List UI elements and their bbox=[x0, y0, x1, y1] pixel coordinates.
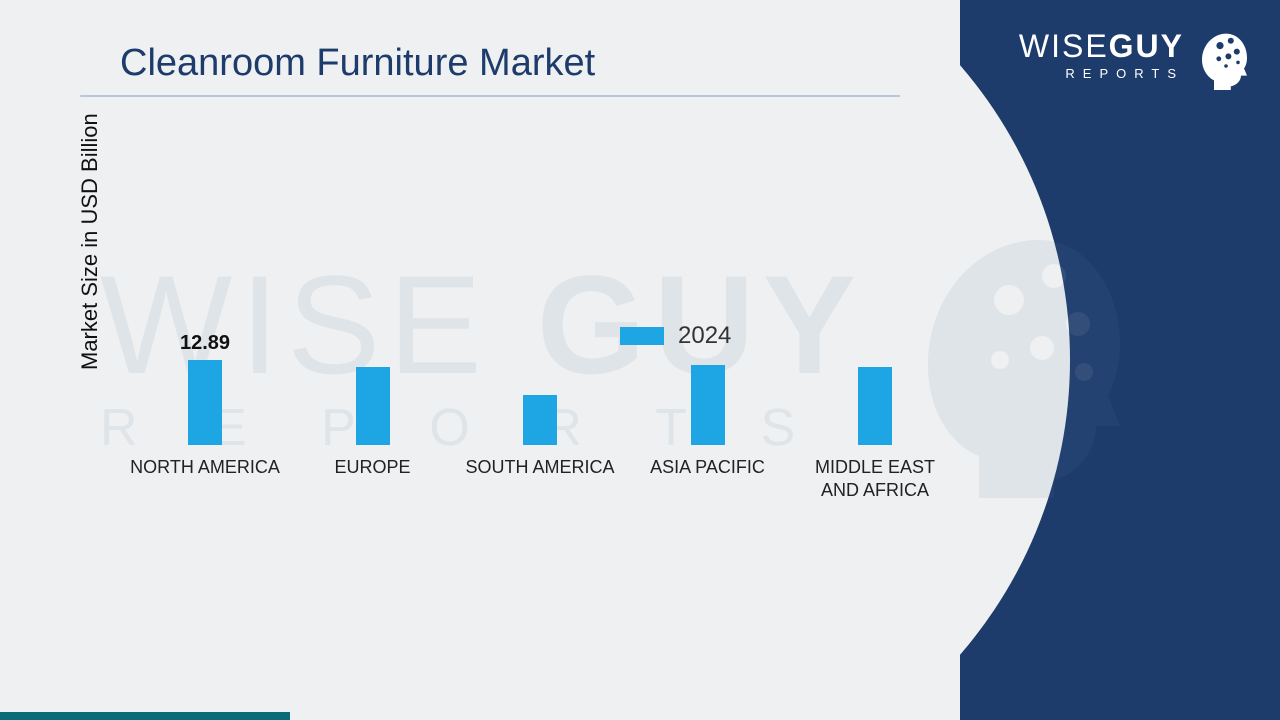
chart-area: Market Size in USD Billion 12.89 bbox=[60, 130, 960, 610]
x-label: SOUTH AMERICA bbox=[465, 450, 615, 580]
bar bbox=[188, 360, 222, 445]
x-labels: NORTH AMERICA EUROPE SOUTH AMERICA ASIA … bbox=[130, 450, 950, 580]
bar-value-label: 12.89 bbox=[180, 332, 230, 356]
page-root: WISE GUY R E P O R T S WISEGUY REPORTS bbox=[0, 0, 1280, 720]
brand-logo: WISEGUY REPORTS bbox=[1019, 30, 1250, 90]
chart-title: Cleanroom Furniture Market bbox=[120, 42, 595, 85]
bottom-accent-bar bbox=[0, 712, 290, 720]
bar-slot bbox=[633, 337, 783, 445]
bars-container: 12.89 bbox=[130, 185, 950, 445]
logo-line2: REPORTS bbox=[1019, 66, 1184, 81]
x-label: MIDDLE EAST AND AFRICA bbox=[800, 450, 950, 580]
bar-slot: 12.89 bbox=[130, 332, 280, 445]
logo-head-icon bbox=[1190, 30, 1250, 90]
bar-slot bbox=[298, 339, 448, 445]
right-panel bbox=[960, 0, 1280, 720]
bar bbox=[356, 367, 390, 445]
bar bbox=[858, 367, 892, 445]
bar bbox=[523, 395, 557, 445]
x-label: NORTH AMERICA bbox=[130, 450, 280, 580]
x-label: EUROPE bbox=[298, 450, 448, 580]
bar-slot bbox=[465, 367, 615, 445]
bar bbox=[691, 365, 725, 445]
y-axis-label: Market Size in USD Billion bbox=[77, 113, 103, 370]
bar-slot bbox=[800, 339, 950, 445]
logo-line1-light: WISE bbox=[1019, 28, 1109, 64]
plot: 12.89 bbox=[130, 150, 950, 580]
title-underline bbox=[80, 95, 900, 97]
logo-line1-bold: GUY bbox=[1109, 28, 1184, 64]
x-label: ASIA PACIFIC bbox=[633, 450, 783, 580]
